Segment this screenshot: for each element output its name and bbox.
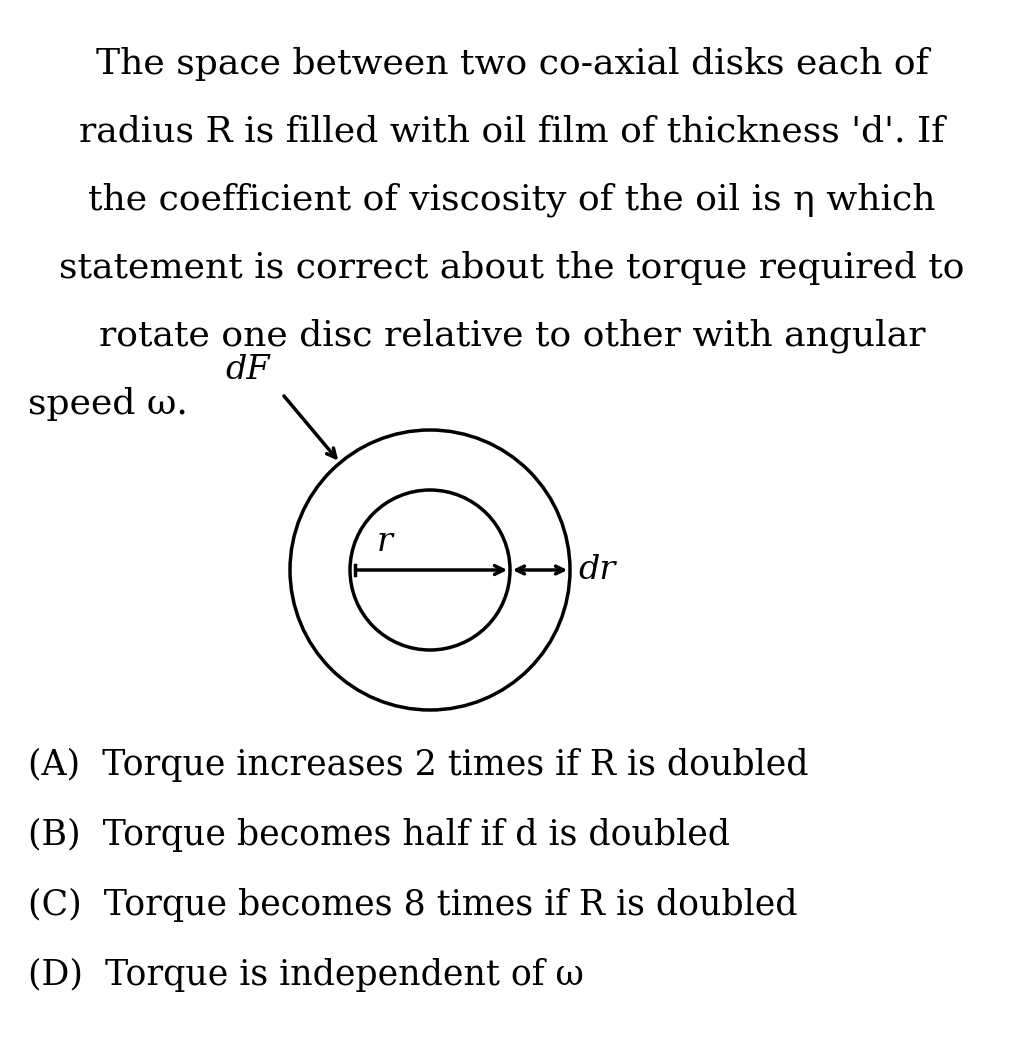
Text: speed ω.: speed ω. xyxy=(28,387,187,421)
Text: statement is correct about the torque required to: statement is correct about the torque re… xyxy=(59,251,965,285)
Text: r: r xyxy=(377,526,392,558)
Text: rotate one disc relative to other with angular: rotate one disc relative to other with a… xyxy=(98,319,926,353)
Text: (A)  Torque increases 2 times if R is doubled: (A) Torque increases 2 times if R is dou… xyxy=(28,748,809,782)
Text: (D)  Torque is independent of ω: (D) Torque is independent of ω xyxy=(28,958,584,992)
Text: (B)  Torque becomes half if d is doubled: (B) Torque becomes half if d is doubled xyxy=(28,817,730,853)
Text: (C)  Torque becomes 8 times if R is doubled: (C) Torque becomes 8 times if R is doubl… xyxy=(28,888,798,922)
Text: The space between two co-axial disks each of: The space between two co-axial disks eac… xyxy=(95,47,929,81)
Text: dF: dF xyxy=(225,354,270,386)
Text: radius R is filled with oil film of thickness 'd'. If: radius R is filled with oil film of thic… xyxy=(79,115,945,149)
Text: the coefficient of viscosity of the oil is η which: the coefficient of viscosity of the oil … xyxy=(88,183,936,217)
Text: dr: dr xyxy=(578,554,615,586)
